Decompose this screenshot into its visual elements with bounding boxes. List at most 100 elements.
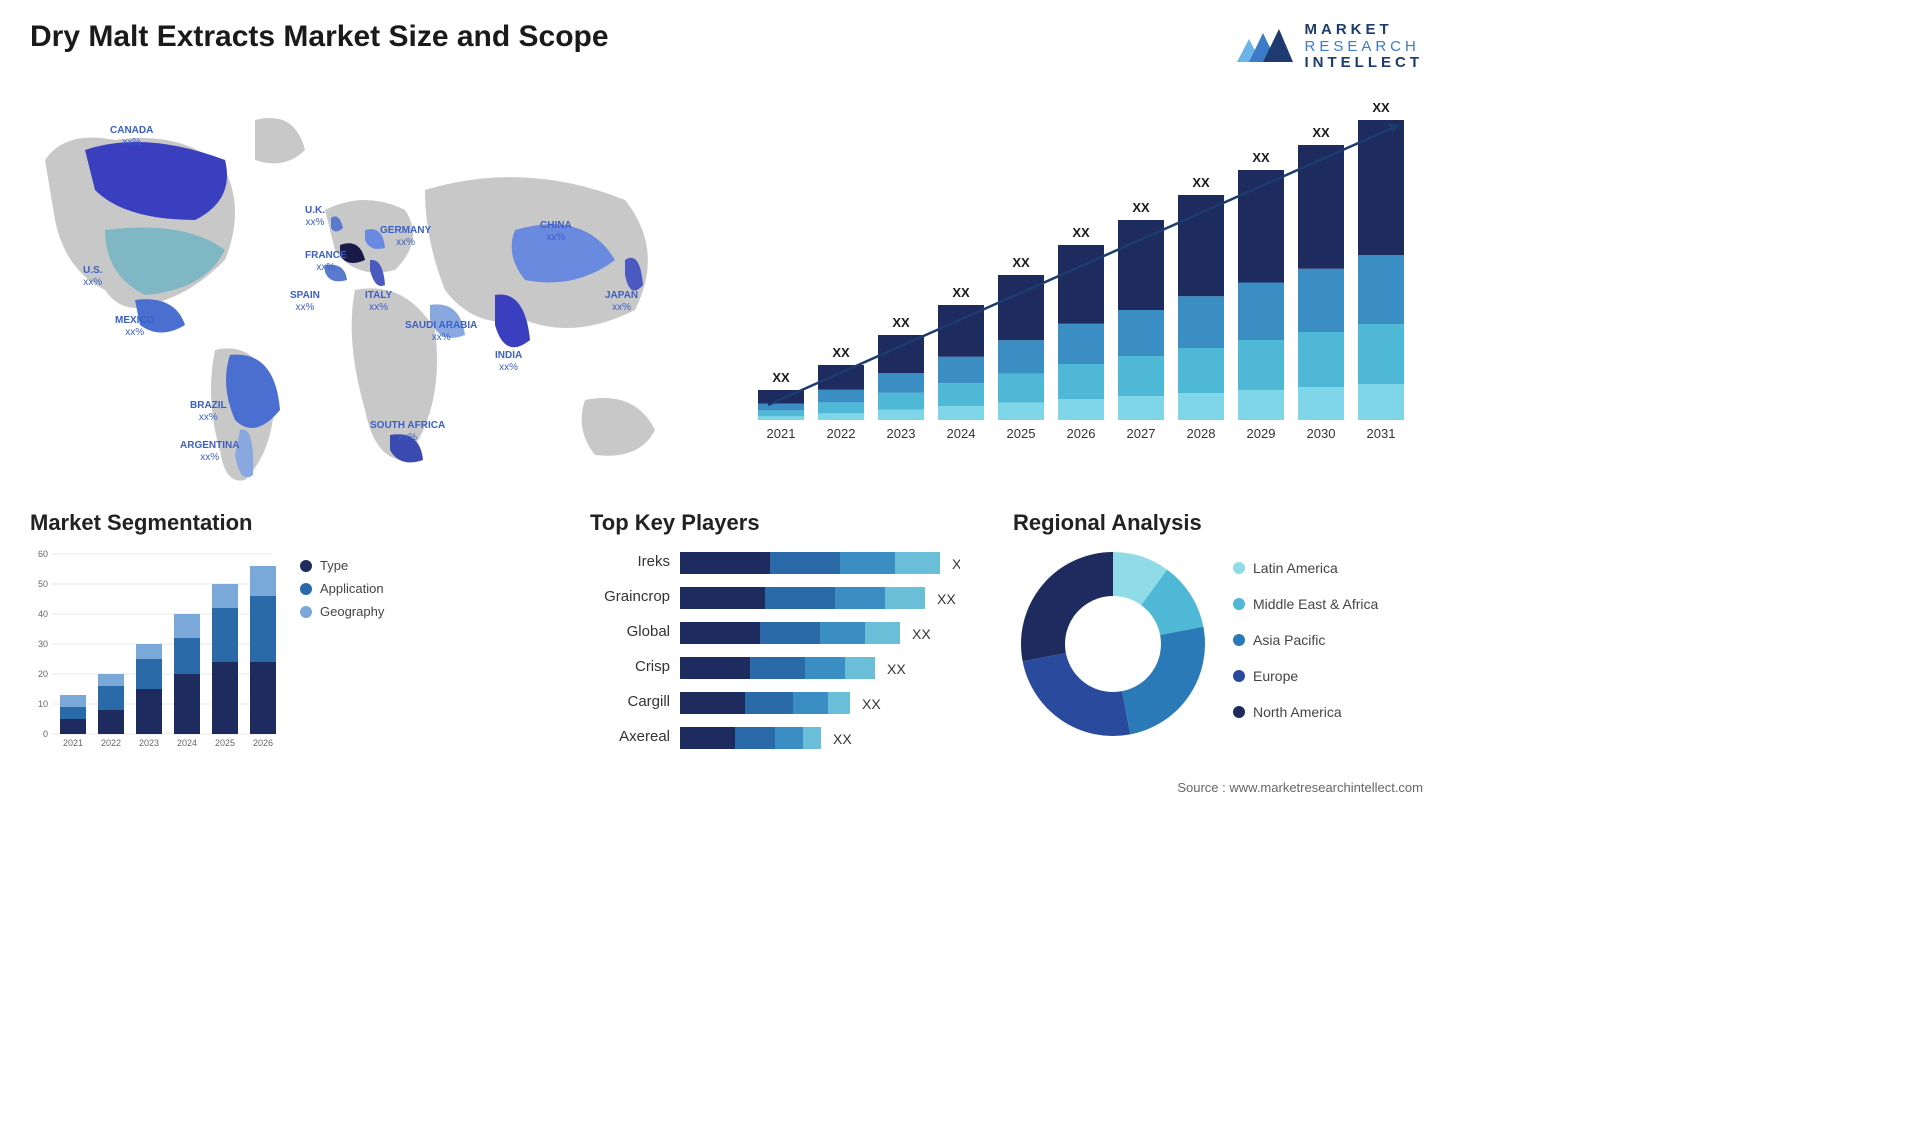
svg-text:2023: 2023 — [139, 738, 159, 748]
legend-label: Middle East & Africa — [1253, 596, 1378, 612]
logo-mark-icon — [1235, 27, 1295, 67]
svg-text:2025: 2025 — [215, 738, 235, 748]
svg-text:XX: XX — [862, 696, 881, 712]
map-label: ARGENTINAxx% — [180, 440, 239, 464]
svg-text:2024: 2024 — [947, 426, 976, 441]
svg-text:XX: XX — [1312, 125, 1330, 140]
legend-item: North America — [1233, 704, 1378, 720]
donut-svg — [1013, 544, 1213, 744]
regional-title: Regional Analysis — [1013, 510, 1413, 536]
source-text: Source : www.marketresearchintellect.com — [1177, 780, 1423, 795]
svg-text:XX: XX — [832, 345, 850, 360]
legend-item: Asia Pacific — [1233, 632, 1378, 648]
svg-text:XX: XX — [1132, 200, 1150, 215]
map-label: CANADAxx% — [110, 125, 153, 149]
legend-label: North America — [1253, 704, 1342, 720]
map-label: U.S.xx% — [83, 265, 102, 289]
svg-text:XX: XX — [952, 285, 970, 300]
svg-text:60: 60 — [38, 549, 48, 559]
regional-legend: Latin America Middle East & Africa Asia Pa… — [1233, 560, 1378, 728]
map-label: ITALYxx% — [365, 290, 392, 314]
map-label: INDIAxx% — [495, 350, 522, 374]
page-title: Dry Malt Extracts Market Size and Scope — [30, 20, 609, 54]
svg-text:2031: 2031 — [1367, 426, 1396, 441]
legend-dot-icon — [1233, 562, 1245, 574]
segmentation-legend: Type Application Geography — [300, 558, 384, 627]
segmentation-svg: 0 10 20 30 40 50 60 2021 2022 2023 2024 2025 2026 — [30, 544, 280, 764]
svg-text:50: 50 — [38, 579, 48, 589]
map-label: JAPANxx% — [605, 290, 638, 314]
legend-item: Application — [300, 581, 384, 596]
legend-label: Type — [320, 558, 348, 573]
player-label: Graincrop — [590, 588, 670, 605]
svg-text:2021: 2021 — [63, 738, 83, 748]
logo-line3: INTELLECT — [1305, 55, 1424, 72]
world-map: CANADAxx% U.S.xx% MEXICOxx% BRAZILxx% ARGENT… — [25, 90, 685, 490]
growth-svg: XX 2021 XX 2022 XX 2023 XX 2024 XX 2025 XX 2026 XX 20… — [753, 100, 1413, 470]
legend-dot-icon — [1233, 634, 1245, 646]
map-label: FRANCExx% — [305, 250, 347, 274]
svg-text:2025: 2025 — [1007, 426, 1036, 441]
legend-item: Latin America — [1233, 560, 1378, 576]
legend-dot-icon — [300, 560, 312, 572]
svg-text:2026: 2026 — [1067, 426, 1096, 441]
legend-dot-icon — [1233, 598, 1245, 610]
svg-text:XX: XX — [1252, 150, 1270, 165]
svg-text:2030: 2030 — [1307, 426, 1336, 441]
map-label: SAUDI ARABIAxx% — [405, 320, 477, 344]
svg-text:XX: XX — [1372, 100, 1390, 115]
legend-dot-icon — [300, 583, 312, 595]
svg-text:XX: XX — [1072, 225, 1090, 240]
svg-text:0: 0 — [43, 729, 48, 739]
legend-dot-icon — [300, 606, 312, 618]
map-label: SOUTH AFRICAxx% — [370, 420, 445, 444]
segmentation-title: Market Segmentation — [30, 510, 430, 536]
legend-label: Asia Pacific — [1253, 632, 1325, 648]
svg-text:2024: 2024 — [177, 738, 197, 748]
map-svg — [25, 90, 685, 490]
svg-text:XX: XX — [912, 626, 931, 642]
map-label: MEXICOxx% — [115, 315, 154, 339]
regional-panel: Regional Analysis Latin America Middle Ea… — [1013, 510, 1413, 770]
logo: MARKET RESEARCH INTELLECT — [1235, 22, 1424, 72]
svg-text:30: 30 — [38, 639, 48, 649]
logo-line2: RESEARCH — [1305, 39, 1424, 56]
players-panel: Top Key Players Ireks Graincrop Global Cris… — [590, 510, 980, 770]
svg-text:XX: XX — [952, 556, 960, 572]
svg-text:XX: XX — [772, 370, 790, 385]
svg-text:2022: 2022 — [101, 738, 121, 748]
legend-label: Application — [320, 581, 384, 596]
svg-text:XX: XX — [1192, 175, 1210, 190]
players-svg: XXXXXXXXXXXX — [680, 544, 960, 754]
svg-text:2022: 2022 — [827, 426, 856, 441]
svg-text:2027: 2027 — [1127, 426, 1156, 441]
logo-line1: MARKET — [1305, 22, 1424, 39]
legend-item: Geography — [300, 604, 384, 619]
legend-label: Latin America — [1253, 560, 1338, 576]
player-label: Global — [590, 623, 670, 640]
player-label: Ireks — [590, 553, 670, 570]
segmentation-panel: Market Segmentation 0 10 20 30 40 50 60 2021 202… — [30, 510, 430, 770]
map-label: BRAZILxx% — [190, 400, 227, 424]
player-label: Cargill — [590, 693, 670, 710]
players-title: Top Key Players — [590, 510, 980, 536]
svg-text:20: 20 — [38, 669, 48, 679]
svg-text:XX: XX — [887, 661, 906, 677]
svg-text:2028: 2028 — [1187, 426, 1216, 441]
svg-text:XX: XX — [892, 315, 910, 330]
legend-label: Europe — [1253, 668, 1298, 684]
svg-text:40: 40 — [38, 609, 48, 619]
svg-text:2023: 2023 — [887, 426, 916, 441]
legend-dot-icon — [1233, 670, 1245, 682]
svg-text:10: 10 — [38, 699, 48, 709]
player-label: Crisp — [590, 658, 670, 675]
map-label: CHINAxx% — [540, 220, 572, 244]
growth-chart: XX 2021 XX 2022 XX 2023 XX 2024 XX 2025 XX 2026 XX 20… — [753, 100, 1413, 470]
svg-text:XX: XX — [937, 591, 956, 607]
players-labels: Ireks Graincrop Global Crisp Cargill Axereal — [590, 544, 680, 754]
player-label: Axereal — [590, 728, 670, 745]
legend-item: Middle East & Africa — [1233, 596, 1378, 612]
svg-text:2021: 2021 — [767, 426, 796, 441]
legend-item: Type — [300, 558, 384, 573]
svg-text:2026: 2026 — [253, 738, 273, 748]
